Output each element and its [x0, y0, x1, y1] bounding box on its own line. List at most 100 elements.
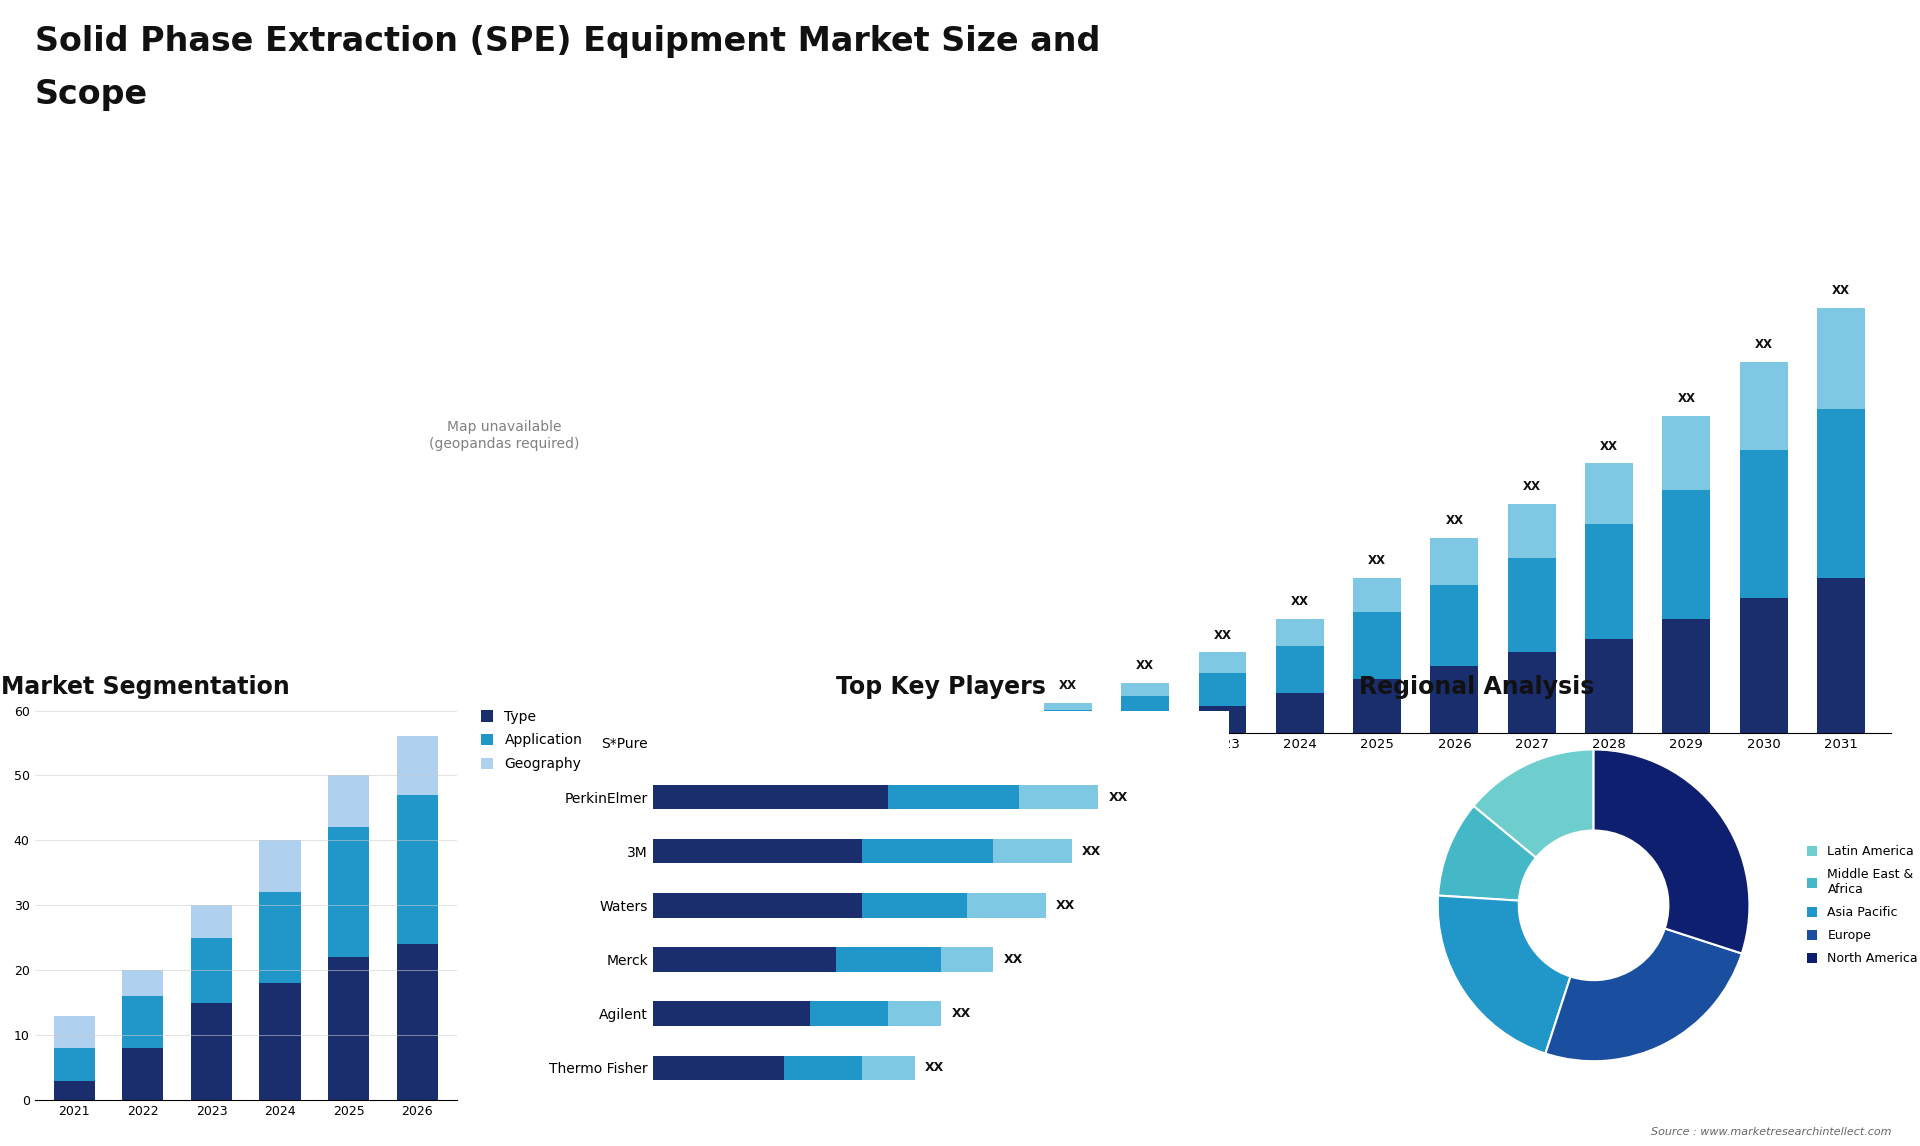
- Bar: [653, 785, 889, 809]
- Bar: [1121, 683, 1169, 697]
- Wedge shape: [1438, 806, 1536, 901]
- Bar: [1044, 709, 1092, 723]
- Text: INTELLECT: INTELLECT: [1826, 97, 1880, 107]
- Text: XX: XX: [950, 1007, 970, 1020]
- Bar: [1816, 409, 1864, 578]
- Text: MARKET: MARKET: [1826, 52, 1868, 61]
- Text: XX: XX: [1290, 595, 1309, 607]
- Title: Top Key Players: Top Key Players: [835, 675, 1046, 699]
- Bar: [993, 839, 1071, 863]
- Bar: [190, 905, 232, 937]
- Bar: [783, 1055, 862, 1080]
- Text: XX: XX: [1058, 680, 1077, 692]
- Text: XX: XX: [1004, 953, 1023, 966]
- Bar: [54, 1049, 94, 1081]
- Bar: [259, 840, 301, 893]
- Bar: [1121, 716, 1169, 733]
- Wedge shape: [1438, 895, 1571, 1053]
- Bar: [123, 1049, 163, 1100]
- Legend: Type, Application, Geography: Type, Application, Geography: [480, 709, 582, 771]
- Polygon shape: [1632, 46, 1812, 126]
- Bar: [54, 1081, 94, 1100]
- Text: XX: XX: [1369, 555, 1386, 567]
- Wedge shape: [1594, 749, 1749, 953]
- Bar: [1354, 680, 1402, 733]
- Bar: [259, 983, 301, 1100]
- Bar: [190, 937, 232, 1003]
- Bar: [190, 1003, 232, 1100]
- Text: Market Segmentation: Market Segmentation: [0, 675, 290, 699]
- Bar: [968, 893, 1046, 918]
- Bar: [862, 893, 968, 918]
- Text: Map unavailable
(geopandas required): Map unavailable (geopandas required): [428, 421, 580, 450]
- Text: XX: XX: [1755, 338, 1772, 351]
- Bar: [889, 1002, 941, 1026]
- Bar: [1740, 362, 1788, 449]
- Wedge shape: [1546, 928, 1741, 1061]
- Bar: [1275, 645, 1323, 693]
- Text: Scope: Scope: [35, 78, 148, 111]
- Text: XX: XX: [1137, 659, 1154, 672]
- Text: XX: XX: [1056, 898, 1075, 912]
- Text: Solid Phase Extraction (SPE) Equipment Market Size and: Solid Phase Extraction (SPE) Equipment M…: [35, 25, 1100, 58]
- Wedge shape: [1473, 749, 1594, 857]
- Bar: [862, 1055, 914, 1080]
- Text: RESEARCH: RESEARCH: [1826, 74, 1880, 84]
- Bar: [810, 1002, 889, 1026]
- Bar: [1430, 537, 1478, 584]
- Text: XX: XX: [1446, 513, 1463, 527]
- Bar: [1430, 584, 1478, 666]
- Bar: [653, 1002, 810, 1026]
- Title: Regional Analysis: Regional Analysis: [1359, 675, 1594, 699]
- Bar: [1586, 524, 1634, 638]
- Bar: [1507, 652, 1555, 733]
- Text: XX: XX: [1678, 392, 1695, 406]
- Bar: [1663, 416, 1711, 490]
- Bar: [123, 971, 163, 996]
- Bar: [1275, 693, 1323, 733]
- Bar: [1020, 785, 1098, 809]
- Bar: [1663, 619, 1711, 733]
- Bar: [653, 893, 862, 918]
- Text: XX: XX: [1213, 629, 1231, 642]
- Text: XX: XX: [1108, 791, 1127, 803]
- Bar: [1198, 652, 1246, 673]
- Text: XX: XX: [1523, 480, 1540, 493]
- Bar: [328, 776, 369, 827]
- Bar: [1740, 598, 1788, 733]
- Text: XX: XX: [925, 1061, 945, 1074]
- Text: XX: XX: [1083, 845, 1102, 857]
- Bar: [397, 944, 438, 1100]
- Bar: [1198, 673, 1246, 706]
- Bar: [1586, 463, 1634, 524]
- Bar: [328, 957, 369, 1100]
- Text: XX: XX: [1832, 284, 1851, 297]
- Bar: [941, 948, 993, 972]
- Bar: [1044, 723, 1092, 733]
- Bar: [1507, 504, 1555, 558]
- Bar: [1044, 702, 1092, 709]
- Bar: [259, 893, 301, 983]
- Bar: [123, 996, 163, 1049]
- Bar: [328, 827, 369, 957]
- Text: XX: XX: [1599, 440, 1619, 453]
- Bar: [1430, 666, 1478, 733]
- Bar: [889, 785, 1020, 809]
- Bar: [1816, 308, 1864, 409]
- Bar: [1586, 638, 1634, 733]
- Bar: [653, 839, 862, 863]
- Bar: [1198, 706, 1246, 733]
- Bar: [397, 737, 438, 795]
- Bar: [653, 1055, 783, 1080]
- Bar: [1275, 619, 1323, 645]
- Bar: [653, 948, 835, 972]
- Bar: [1816, 578, 1864, 733]
- Bar: [1354, 578, 1402, 612]
- Bar: [1663, 490, 1711, 619]
- Bar: [835, 948, 941, 972]
- Bar: [862, 839, 993, 863]
- Bar: [397, 795, 438, 944]
- Bar: [1354, 612, 1402, 680]
- Bar: [1121, 697, 1169, 716]
- Legend: Latin America, Middle East &
Africa, Asia Pacific, Europe, North America: Latin America, Middle East & Africa, Asi…: [1803, 840, 1920, 971]
